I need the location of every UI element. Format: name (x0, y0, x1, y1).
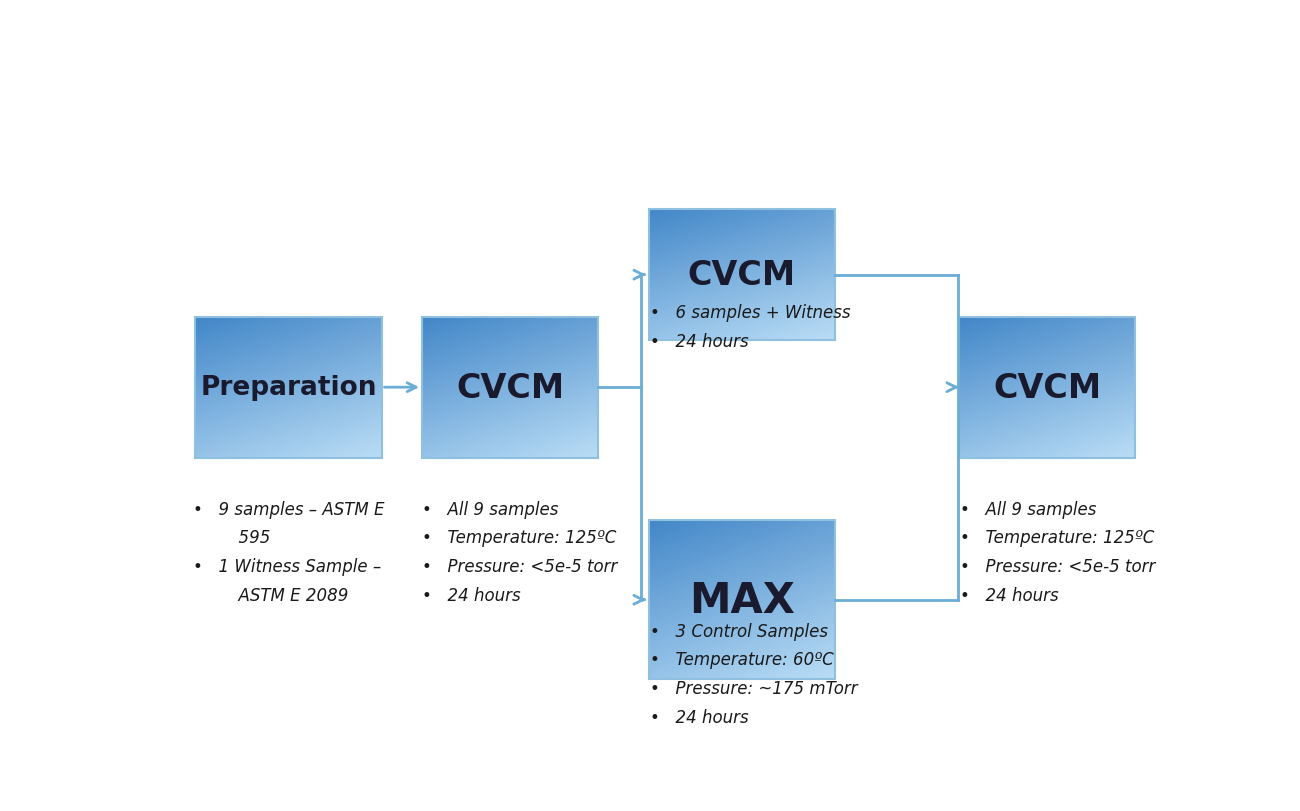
Bar (195, 317, 382, 458)
Text: MAX: MAX (689, 579, 794, 621)
Bar (649, 210, 835, 341)
Text: ASTM E 2089: ASTM E 2089 (227, 586, 348, 604)
Text: •   Temperature: 125ºC: • Temperature: 125ºC (422, 529, 616, 547)
Text: Preparation: Preparation (200, 375, 377, 401)
Text: CVCM: CVCM (993, 371, 1101, 404)
Text: •   Pressure: <5e-5 torr: • Pressure: <5e-5 torr (961, 557, 1156, 576)
Text: •   24 hours: • 24 hours (961, 586, 1059, 604)
Text: 595: 595 (227, 529, 270, 547)
Text: •   Pressure: <5e-5 torr: • Pressure: <5e-5 torr (422, 557, 618, 576)
Text: •   All 9 samples: • All 9 samples (422, 500, 559, 518)
Text: •   24 hours: • 24 hours (650, 333, 749, 350)
Text: •   Pressure: ~175 mTorr: • Pressure: ~175 mTorr (650, 680, 858, 697)
Text: •   24 hours: • 24 hours (650, 708, 749, 726)
Text: •   All 9 samples: • All 9 samples (961, 500, 1097, 518)
Text: •   Temperature: 60ºC: • Temperature: 60ºC (650, 650, 833, 668)
Text: •   Temperature: 125ºC: • Temperature: 125ºC (961, 529, 1154, 547)
Bar (959, 317, 1135, 458)
Text: •   9 samples – ASTM E: • 9 samples – ASTM E (192, 500, 385, 518)
Text: CVCM: CVCM (456, 371, 564, 404)
Bar (422, 317, 598, 458)
Text: •   3 Control Samples: • 3 Control Samples (650, 622, 828, 640)
Text: •   6 samples + Witness: • 6 samples + Witness (650, 303, 850, 321)
Text: •   1 Witness Sample –: • 1 Witness Sample – (192, 557, 381, 576)
Text: •   24 hours: • 24 hours (422, 586, 521, 604)
Text: CVCM: CVCM (688, 259, 796, 292)
Bar (649, 521, 835, 680)
